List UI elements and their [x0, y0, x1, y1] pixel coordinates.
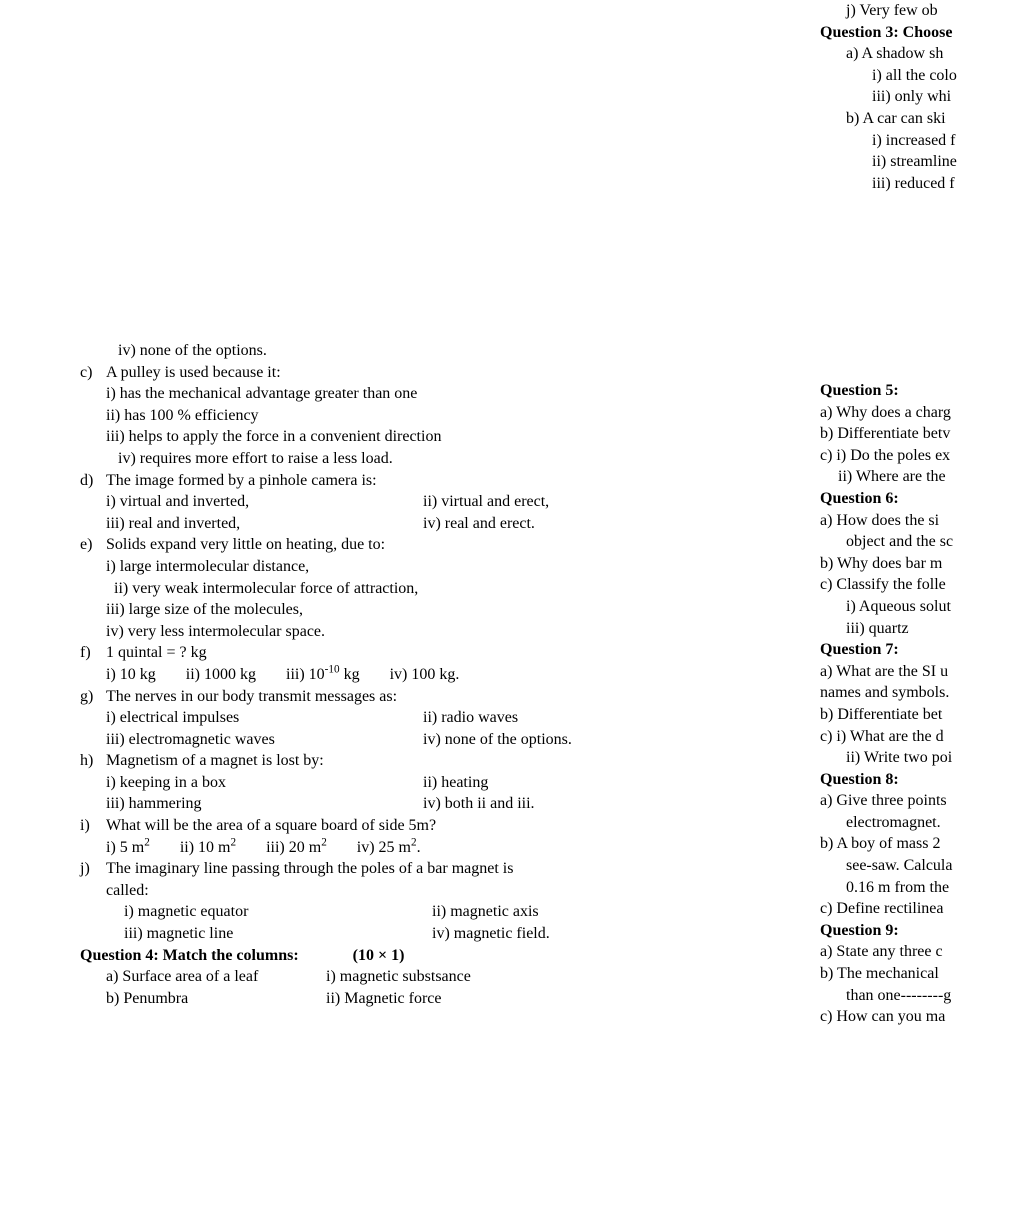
- item-d: d) The image formed by a pinhole camera …: [80, 470, 740, 492]
- option-row: i) 10 kg ii) 1000 kg iii) 10-10 kg iv) 1…: [80, 664, 740, 686]
- text-line: ii) very weak intermolecular force of at…: [80, 578, 740, 600]
- text-line: c) Classify the folle: [820, 574, 1024, 596]
- text-line: c) Define rectilinea: [820, 898, 1024, 920]
- text-line: 0.16 m from the: [820, 877, 1024, 899]
- text-line: i) increased f: [820, 130, 1024, 152]
- question-9-header: Question 9:: [820, 920, 1024, 942]
- text-line: b) Differentiate bet: [820, 704, 1024, 726]
- text-line: j) Very few ob: [820, 0, 1024, 22]
- text-line: b) A car can ski: [820, 108, 1024, 130]
- question-6-header: Question 6:: [820, 488, 1024, 510]
- text-line: a) What are the SI u: [820, 661, 1024, 683]
- text-line: iii) only whi: [820, 86, 1024, 108]
- text-line: c) i) What are the d: [820, 726, 1024, 748]
- question-3-header: Question 3: Choose: [820, 22, 1024, 44]
- text-line: than one--------g: [820, 985, 1024, 1007]
- question-4-header: Question 4: Match the columns: (10 × 1): [80, 945, 740, 967]
- option-f-iii: iii) 10-10 kg: [286, 664, 360, 686]
- match-row-b: b) Penumbra ii) Magnetic force: [80, 988, 740, 1010]
- text-line: iv) very less intermolecular space.: [80, 621, 740, 643]
- text-line: object and the sc: [820, 531, 1024, 553]
- text-line: iii) large size of the molecules,: [80, 599, 740, 621]
- text-line: c) How can you ma: [820, 1006, 1024, 1028]
- option-row: i) virtual and inverted, ii) virtual and…: [80, 491, 740, 513]
- item-c: c) A pulley is used because it:: [80, 362, 740, 384]
- text-line: ii) Write two poi: [820, 747, 1024, 769]
- item-e: e) Solids expand very little on heating,…: [80, 534, 740, 556]
- text-line: iii) reduced f: [820, 173, 1024, 195]
- option-row: iii) magnetic line iv) magnetic field.: [80, 923, 740, 945]
- text-line: c) i) Do the poles ex: [820, 445, 1024, 467]
- text-line: i) all the colo: [820, 65, 1024, 87]
- text-line: iii) helps to apply the force in a conve…: [80, 426, 740, 448]
- item-g: g) The nerves in our body transmit messa…: [80, 686, 740, 708]
- left-column: iv) none of the options. c) A pulley is …: [80, 340, 740, 1009]
- text-line: a) A shadow sh: [820, 43, 1024, 65]
- item-j: j) The imaginary line passing through th…: [80, 858, 740, 880]
- text-line: iv) requires more effort to raise a less…: [80, 448, 740, 470]
- option-i-i: i) 5 m2: [106, 837, 150, 859]
- option-row: iii) hammering iv) both ii and iii.: [80, 793, 740, 815]
- option-row: i) electrical impulses ii) radio waves: [80, 707, 740, 729]
- text-line: b) Why does bar m: [820, 553, 1024, 575]
- text-line: b) Differentiate betv: [820, 423, 1024, 445]
- option-row: i) 5 m2 ii) 10 m2 iii) 20 m2 iv) 25 m2.: [80, 837, 740, 859]
- text-line: called:: [80, 880, 740, 902]
- text-line: iii) quartz: [820, 618, 1024, 640]
- text-line: a) Give three points: [820, 790, 1024, 812]
- text-line: electromagnet.: [820, 812, 1024, 834]
- option-i-ii: ii) 10 m2: [180, 837, 236, 859]
- option-row: iii) electromagnetic waves iv) none of t…: [80, 729, 740, 751]
- text-line: b) The mechanical: [820, 963, 1024, 985]
- text-line: names and symbols.: [820, 682, 1024, 704]
- question-8-header: Question 8:: [820, 769, 1024, 791]
- text-line: ii) has 100 % efficiency: [80, 405, 740, 427]
- text-line: ii) Where are the: [820, 466, 1024, 488]
- text-line: i) large intermolecular distance,: [80, 556, 740, 578]
- item-i: i) What will be the area of a square boa…: [80, 815, 740, 837]
- item-h: h) Magnetism of a magnet is lost by:: [80, 750, 740, 772]
- text-line: a) State any three c: [820, 941, 1024, 963]
- question-7-header: Question 7:: [820, 639, 1024, 661]
- text-line: b) A boy of mass 2: [820, 833, 1024, 855]
- option-i-iv: iv) 25 m2.: [357, 837, 421, 859]
- item-f: f) 1 quintal = ? kg: [80, 642, 740, 664]
- option-row: i) magnetic equator ii) magnetic axis: [80, 901, 740, 923]
- question-5-header: Question 5:: [820, 380, 1024, 402]
- option-i-iii: iii) 20 m2: [266, 837, 327, 859]
- match-row-a: a) Surface area of a leaf i) magnetic su…: [80, 966, 740, 988]
- text-line: i) has the mechanical advantage greater …: [80, 383, 740, 405]
- top-right-column: j) Very few ob Question 3: Choose a) A s…: [820, 0, 1024, 194]
- text-line: see-saw. Calcula: [820, 855, 1024, 877]
- right-column: Question 5: a) Why does a charg b) Diffe…: [820, 380, 1024, 1028]
- text-line: ii) streamline: [820, 151, 1024, 173]
- text-line: i) Aqueous solut: [820, 596, 1024, 618]
- text-line: a) Why does a charg: [820, 402, 1024, 424]
- text-line: iv) none of the options.: [80, 340, 740, 362]
- option-row: i) keeping in a box ii) heating: [80, 772, 740, 794]
- option-row: iii) real and inverted, iv) real and ere…: [80, 513, 740, 535]
- text-line: a) How does the si: [820, 510, 1024, 532]
